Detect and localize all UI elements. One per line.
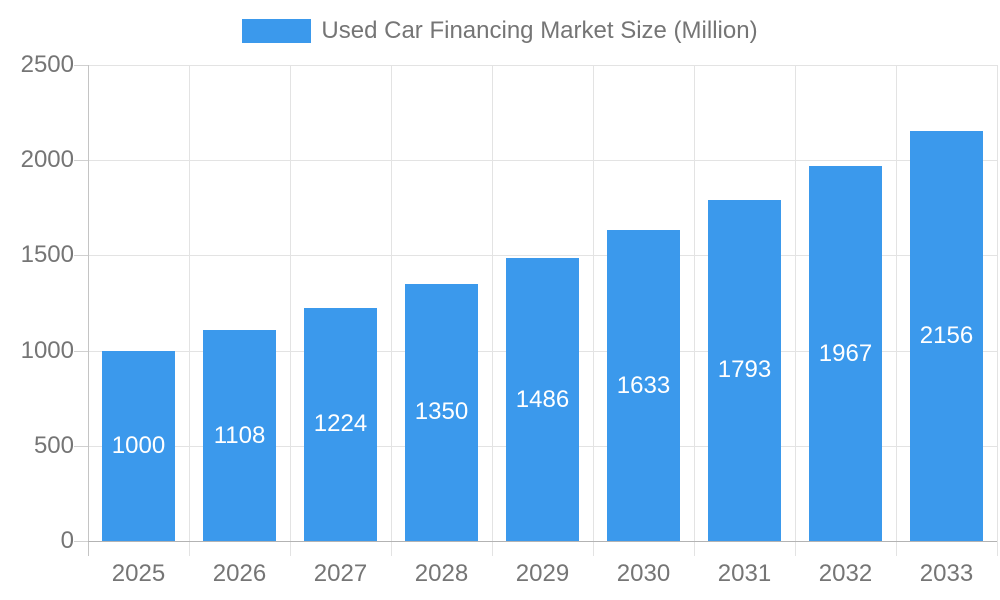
v-gridline bbox=[896, 65, 897, 556]
h-gridline bbox=[88, 160, 997, 162]
chart-legend[interactable]: Used Car Financing Market Size (Million) bbox=[0, 17, 1000, 45]
bar-value-label-2029: 1486 bbox=[515, 385, 570, 413]
y-axis-tick bbox=[74, 541, 88, 542]
v-gridline bbox=[290, 65, 291, 556]
y-tick-label-1000: 1000 bbox=[20, 336, 74, 364]
x-tick-label-2027: 2027 bbox=[313, 560, 368, 587]
x-tick-label-2030: 2030 bbox=[616, 560, 671, 587]
y-axis-tick bbox=[74, 65, 88, 66]
x-tick-label-2031: 2031 bbox=[717, 560, 772, 587]
v-gridline bbox=[593, 65, 594, 556]
bar-value-label-2026: 1108 bbox=[213, 421, 266, 449]
legend-swatch bbox=[242, 19, 312, 43]
v-gridline bbox=[694, 65, 695, 556]
v-gridline bbox=[391, 65, 392, 556]
bar-2029: 1486 bbox=[506, 258, 579, 541]
y-tick-label-0: 0 bbox=[60, 527, 74, 554]
bar-value-label-2031: 1793 bbox=[717, 356, 772, 384]
y-axis-line bbox=[88, 65, 89, 556]
y-tick-label-1500: 1500 bbox=[20, 241, 74, 269]
bar-2025: 1000 bbox=[102, 350, 175, 541]
bar-2027: 1224 bbox=[304, 307, 377, 541]
v-gridline bbox=[997, 65, 998, 556]
bar-2031: 1793 bbox=[708, 199, 781, 541]
y-tick-label-500: 500 bbox=[33, 431, 74, 459]
bar-value-label-2028: 1350 bbox=[414, 398, 469, 426]
y-axis-tick bbox=[74, 350, 88, 352]
bar-value-label-2025: 1000 bbox=[111, 431, 166, 459]
y-axis-tick bbox=[74, 445, 88, 447]
x-tick-label-2025: 2025 bbox=[111, 560, 166, 587]
bar-value-label-2027: 1224 bbox=[313, 410, 368, 438]
bar-2026: 1108 bbox=[203, 330, 276, 541]
x-tick-label-2028: 2028 bbox=[414, 560, 469, 587]
y-tick-label-2000: 2000 bbox=[20, 146, 74, 174]
x-tick-label-2026: 2026 bbox=[212, 560, 267, 587]
h-gridline bbox=[88, 65, 997, 66]
bar-value-label-2032: 1967 bbox=[818, 339, 873, 367]
bar-value-label-2030: 1633 bbox=[616, 371, 671, 399]
y-tick-label-2500: 2500 bbox=[20, 51, 74, 78]
x-tick-label-2033: 2033 bbox=[919, 560, 974, 587]
bar-2033: 2156 bbox=[910, 130, 983, 541]
y-axis-tick bbox=[74, 160, 88, 162]
x-tick-label-2032: 2032 bbox=[818, 560, 873, 587]
bar-2028: 1350 bbox=[405, 283, 478, 541]
v-gridline bbox=[189, 65, 190, 556]
legend-label: Used Car Financing Market Size (Million) bbox=[321, 17, 758, 44]
v-gridline bbox=[795, 65, 796, 556]
h-gridline bbox=[88, 255, 997, 257]
x-tick-label-2029: 2029 bbox=[515, 560, 570, 587]
bar-2030: 1633 bbox=[607, 230, 680, 541]
bar-value-label-2033: 2156 bbox=[919, 321, 974, 349]
bar-2032: 1967 bbox=[809, 166, 882, 541]
y-axis-tick bbox=[74, 255, 88, 257]
x-axis-line bbox=[88, 541, 997, 542]
plot-area: 1000 1108 1224 1350 1486 1633 1793 1967 2156 bbox=[88, 65, 998, 556]
v-gridline bbox=[492, 65, 493, 556]
